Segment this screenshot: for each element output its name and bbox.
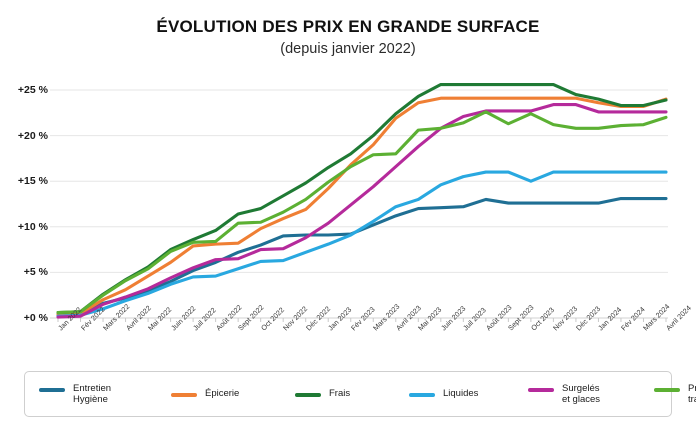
legend-item[interactable]: Frais: [281, 388, 395, 400]
series-line: [56, 103, 668, 319]
series-line: [56, 96, 668, 316]
y-axis-tick-label: +10 %: [17, 220, 48, 233]
legend-item[interactable]: Épicerie: [157, 388, 281, 400]
legend-color-swatch: [171, 393, 197, 398]
y-axis-tick-label: +15 %: [17, 175, 48, 188]
y-axis-tick-label: +5 %: [23, 266, 48, 279]
series-line: [56, 110, 668, 315]
legend-item[interactable]: Liquides: [395, 388, 514, 400]
legend-color-swatch: [409, 393, 435, 398]
legend-item-label: Liquides: [443, 388, 479, 400]
legend-item-label: Frais: [329, 388, 351, 400]
y-axis-tick-label: +20 %: [17, 129, 48, 142]
y-axis-tick-label: +0 %: [23, 312, 48, 324]
legend-item[interactable]: Produits frais traditionnels: [640, 383, 696, 406]
legend-item-label: Entretien Hygiène: [73, 382, 112, 406]
page-title: ÉVOLUTION DES PRIX EN GRANDE SURFACE: [156, 17, 540, 36]
chart-subtitle: (depuis janvier 2022): [280, 41, 416, 57]
y-axis-tick-label: +25 %: [17, 84, 48, 96]
legend-color-swatch: [654, 387, 680, 392]
legend-item-label: Surgelés et glaces: [562, 382, 601, 406]
title-block: ÉVOLUTION DES PRIX EN GRANDE SURFACE (de…: [0, 16, 696, 59]
legend-item[interactable]: Entretien Hygiène: [25, 383, 157, 406]
chart-legend: Entretien Hygiène Épicerie Frais Liquides Su…: [24, 371, 696, 417]
series-line: [56, 170, 668, 318]
legend-item-label: Épicerie: [205, 388, 240, 400]
legend-color-swatch: [295, 393, 321, 398]
legend-item-label: Produits frais traditionnels: [688, 382, 696, 406]
legend-color-swatch: [39, 387, 65, 392]
legend-item[interactable]: Surgelés et glaces: [514, 383, 640, 406]
legend-color-swatch: [528, 387, 554, 392]
